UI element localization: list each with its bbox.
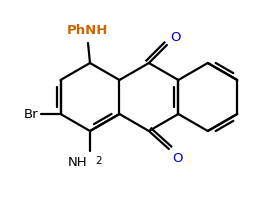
Text: O: O — [170, 31, 180, 44]
Text: 2: 2 — [95, 155, 101, 165]
Text: NH: NH — [67, 155, 87, 168]
Text: Br: Br — [24, 108, 38, 121]
Text: PhNH: PhNH — [66, 24, 108, 37]
Text: O: O — [172, 151, 182, 164]
